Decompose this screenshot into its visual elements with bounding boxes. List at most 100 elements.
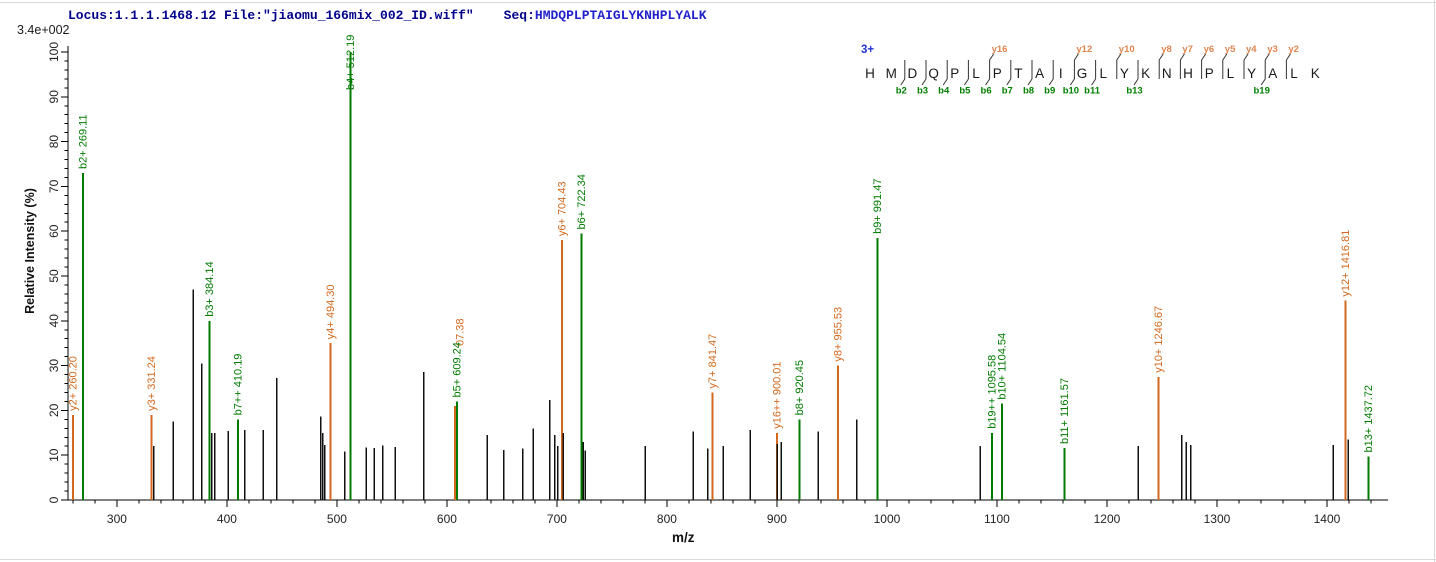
x-tick-label: 1100 — [984, 512, 1010, 526]
y-ion-label-y6: y6 — [1204, 44, 1215, 55]
x-tick-label: 400 — [217, 512, 237, 526]
y-ion-label-y5: y5 — [1225, 44, 1236, 55]
y-ion-label-y7: y7 — [1182, 44, 1193, 55]
y-ion-label-y8: y8 — [1161, 44, 1172, 55]
window-top-border — [0, 2, 1436, 3]
peak-label-y10+: y10+ 1246.67 — [1153, 306, 1165, 373]
b-ion-tail — [942, 78, 948, 86]
residue-12-L: L — [1099, 66, 1107, 81]
x-tick-label: 1300 — [1204, 512, 1231, 526]
peak-label-b3+: b3+ 384.14 — [204, 261, 216, 316]
x-tick-label: 500 — [327, 512, 347, 526]
b-ion-label-b4: b4 — [938, 86, 950, 97]
peak-label-b13+: b13+ 1437.72 — [1363, 385, 1375, 453]
precursor-charge-label: 3+ — [861, 44, 874, 56]
x-tick-label: 1400 — [1314, 512, 1341, 526]
locus-file-label: Locus:1.1.1.1468.12 File:"jiaomu_166mix_… — [68, 8, 474, 23]
y-ion-label-y4: y4 — [1246, 44, 1257, 55]
peak-label-y2+: y2+ 260.20 — [68, 356, 80, 411]
y-tick-label: 80 — [47, 135, 61, 149]
b-ion-label-b19: b19 — [1254, 86, 1270, 97]
residue-19-Y: Y — [1247, 66, 1256, 81]
peak-label-b5+: b5+ 609.24 — [452, 342, 464, 397]
b-ion-label-b9: b9 — [1044, 86, 1055, 97]
window-right-border — [1434, 0, 1435, 562]
peak-label-b10+: b10+ 1104.54 — [996, 333, 1008, 400]
b-ion-label-b5: b5 — [959, 86, 971, 97]
peak-label-y8+: y8+ 955.53 — [833, 307, 845, 362]
y-tick-label: 60 — [47, 224, 61, 238]
x-tick-label: 900 — [767, 512, 787, 526]
b-ion-label-b8: b8 — [1023, 86, 1034, 97]
peak-label-y3+: y3+ 331.24 — [146, 356, 158, 411]
residue-21-L: L — [1290, 66, 1298, 81]
residue-8-T: T — [1014, 66, 1022, 81]
b-ion-tail — [1069, 78, 1075, 86]
y-ion-label-y10: y10 — [1119, 44, 1135, 55]
x-tick-label: 1200 — [1094, 512, 1121, 526]
x-axis-title: m/z — [672, 530, 695, 545]
y-ion-label-y3: y3 — [1267, 44, 1278, 55]
y-tick-label: 0 — [47, 496, 61, 503]
peak-label-b6+: b6+ 722.34 — [576, 174, 588, 229]
peak-label-y4+: y4+ 494.30 — [325, 284, 337, 339]
b-ion-tail — [985, 78, 991, 86]
b-ion-label-b3: b3 — [917, 86, 928, 97]
y-ion-label-y12: y12 — [1076, 44, 1092, 55]
title-bar: Locus:1.1.1.1468.12 File:"jiaomu_166mix_… — [68, 8, 707, 23]
residue-11-G: G — [1077, 66, 1088, 81]
y-tick-label: 30 — [47, 359, 61, 373]
residue-7-P: P — [993, 66, 1002, 81]
peak-label-b8+: b8+ 920.45 — [794, 360, 806, 415]
residue-22-K: K — [1311, 66, 1320, 81]
residue-2-M: M — [886, 66, 897, 81]
x-tick-label: 600 — [437, 512, 457, 526]
window-bottom-border — [0, 559, 1436, 560]
b-ion-label-b6: b6 — [981, 86, 992, 97]
y-ion-tail — [1116, 53, 1122, 61]
y-ion-tail — [1243, 53, 1249, 61]
y-ion-tail — [1285, 53, 1291, 61]
peak-label-y5+: 07.38 — [455, 318, 467, 346]
peak-label-b9+: b9+ 991.47 — [872, 179, 884, 234]
y-ion-tail — [1073, 53, 1079, 61]
peak-label-y12+: y12+ 1416.81 — [1340, 230, 1352, 297]
residue-16-H: H — [1183, 66, 1193, 81]
y-ion-tail — [1179, 53, 1185, 61]
b-ion-label-b7: b7 — [1002, 86, 1013, 97]
residue-17-P: P — [1205, 66, 1214, 81]
b-ion-tail — [1260, 78, 1266, 86]
residue-6-L: L — [972, 66, 980, 81]
y-ion-tail — [1264, 53, 1270, 61]
y-ion-tail — [1158, 53, 1164, 61]
residue-5-P: P — [950, 66, 959, 81]
b-ion-tail — [1027, 78, 1033, 86]
x-tick-label: 700 — [547, 512, 567, 526]
residue-9-A: A — [1035, 66, 1044, 81]
y-ion-label-y16: y16 — [992, 44, 1008, 55]
y-tick-label: 100 — [47, 42, 61, 62]
b-ion-tail — [900, 78, 906, 86]
b-ion-tail — [963, 78, 969, 86]
b-ion-tail — [1048, 78, 1054, 86]
b-ion-tail — [921, 78, 927, 86]
y-ion-tail — [989, 53, 995, 61]
y-tick-label: 90 — [47, 90, 61, 104]
peak-label-b19++: b19++ 1095.58 — [987, 355, 999, 429]
b-ion-label-b10: b10 — [1063, 86, 1079, 97]
residue-14-K: K — [1141, 66, 1150, 81]
seq-label: Seq: — [503, 8, 535, 23]
x-tick-label: 1000 — [874, 512, 901, 526]
residue-18-L: L — [1227, 66, 1235, 81]
x-tick-label: 800 — [657, 512, 677, 526]
b-ion-tail — [1091, 78, 1097, 86]
b-ion-tail — [1133, 78, 1139, 86]
peak-label-y16++: y16++ 900.01 — [771, 362, 783, 429]
peak-label-b4+: b4+ 512.19 — [345, 35, 357, 90]
residue-15-N: N — [1162, 66, 1172, 81]
residue-4-Q: Q — [928, 66, 939, 81]
b-ion-label-b11: b11 — [1084, 86, 1101, 97]
y-tick-label: 40 — [47, 314, 61, 328]
